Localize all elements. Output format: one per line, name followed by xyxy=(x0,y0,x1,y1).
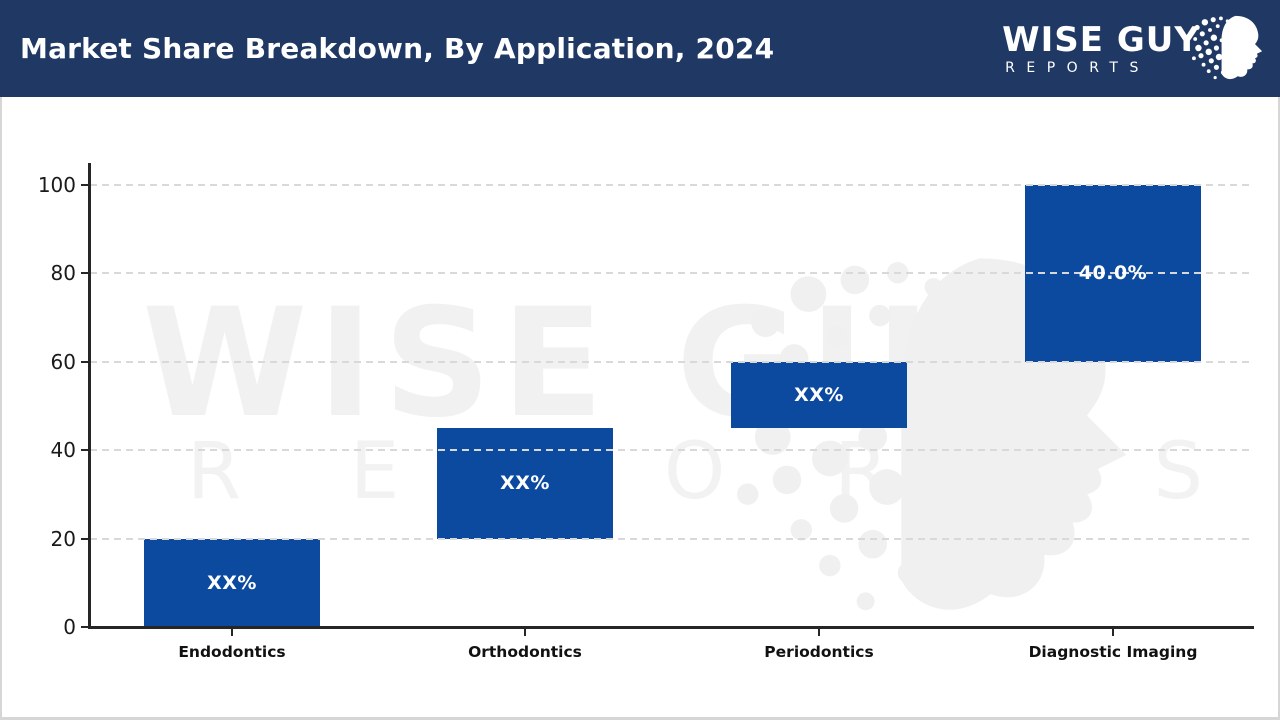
bar-value-label-periodontics: XX% xyxy=(794,383,844,406)
logo-wordmark-line2: REPORTS xyxy=(1005,60,1150,76)
y-axis-spine xyxy=(88,163,91,629)
gridline-20 xyxy=(90,537,1254,540)
xtick-mark-orthodontics xyxy=(524,627,526,636)
logo-wordmark: WISE GUY REPORTS xyxy=(1002,22,1200,76)
logo-wordmark-line1: WISE GUY xyxy=(1002,20,1200,60)
gridline-60 xyxy=(90,360,1254,363)
bar-orthodontics xyxy=(437,427,613,539)
x-axis-spine xyxy=(88,626,1254,629)
x-category-label-endodontics: Endodontics xyxy=(178,643,286,661)
plot-area: 0 20 40 60 80 100 XX% Endodontics XX% Orthodontic… xyxy=(2,97,1278,717)
ytick-mark-100 xyxy=(81,183,90,186)
ytick-label-20: 20 xyxy=(50,526,76,551)
ytick-mark-60 xyxy=(81,360,90,363)
ytick-label-0: 0 xyxy=(63,615,76,639)
ytick-label-40: 40 xyxy=(50,438,76,462)
logo-face-icon xyxy=(1192,15,1263,80)
ytick-mark-20 xyxy=(81,537,90,540)
ytick-label-80: 80 xyxy=(50,261,76,285)
ytick-mark-80 xyxy=(81,272,90,274)
bar-endodontics xyxy=(144,538,320,627)
bar-value-label-endodontics: XX% xyxy=(207,571,257,594)
wiseguy-logo: WISE GUY REPORTS xyxy=(1002,0,1268,97)
chart-title: Market Share Breakdown, By Application, … xyxy=(20,32,775,65)
xtick-mark-diagnostic-imaging xyxy=(1112,627,1114,636)
x-category-label-periodontics: Periodontics xyxy=(764,643,874,661)
x-category-label-orthodontics: Orthodontics xyxy=(468,643,582,661)
gridline-40 xyxy=(90,449,1254,451)
x-category-label-diagnostic-imaging: Diagnostic Imaging xyxy=(1028,643,1198,661)
ytick-label-100: 100 xyxy=(37,172,76,197)
xtick-mark-endodontics xyxy=(231,627,233,636)
ytick-label-60: 60 xyxy=(50,349,76,374)
header-bar: Market Share Breakdown, By Application, … xyxy=(0,0,1280,97)
bar-value-label-diagnostic-imaging: 40.0% xyxy=(1078,262,1148,284)
bar-value-label-orthodontics: XX% xyxy=(500,472,550,495)
ytick-mark-0 xyxy=(81,626,90,628)
gridline-80 xyxy=(90,272,1254,274)
chart-canvas: WISE GUY R E P O R T S 0 20 40 60 80 100 XX% En… xyxy=(0,97,1280,720)
gridline-100 xyxy=(90,183,1254,186)
ytick-mark-40 xyxy=(81,449,90,451)
xtick-mark-periodontics xyxy=(818,627,820,636)
